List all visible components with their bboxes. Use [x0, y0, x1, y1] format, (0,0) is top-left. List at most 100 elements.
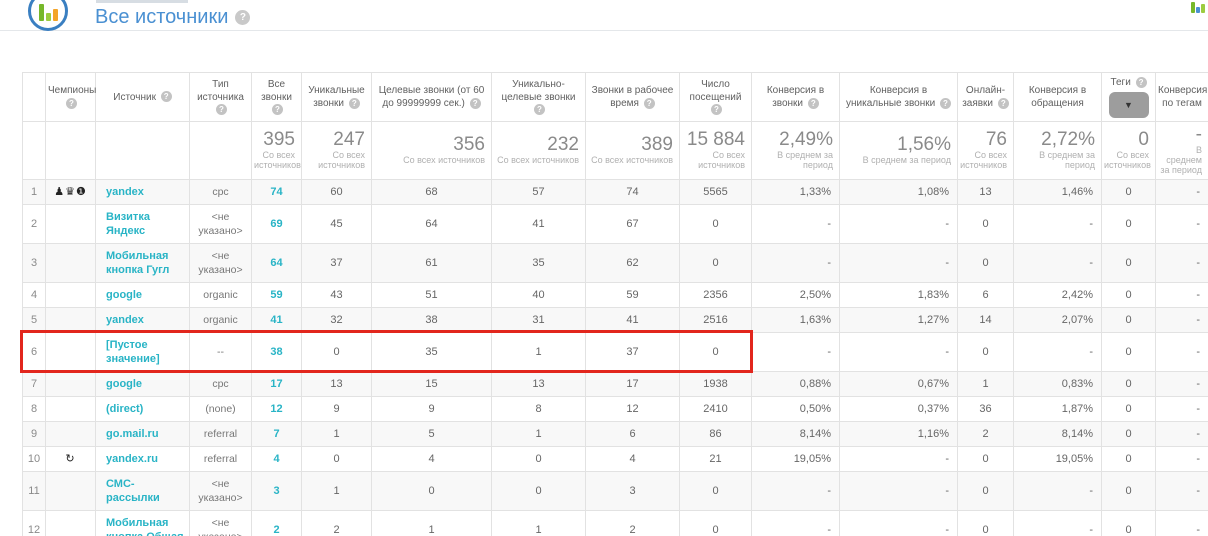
totals-cell: -В среднем за период — [1155, 121, 1208, 180]
sources-report-table: Чемпионы ? Источник ? Тип источника ? Все з… — [22, 72, 1208, 536]
all-calls-link[interactable]: 64 — [270, 257, 283, 269]
value-cell: 17 — [585, 371, 680, 397]
source-link[interactable]: google — [106, 289, 143, 301]
source-link[interactable]: Визитка Яндекс — [106, 211, 150, 237]
help-icon[interactable]: ? — [534, 104, 545, 116]
value-cell: 0 — [1101, 307, 1156, 333]
cup-icon[interactable]: ♛ — [65, 186, 76, 198]
column-header-источник[interactable]: Источник ? — [95, 72, 190, 122]
source-link[interactable]: yandex — [106, 186, 144, 198]
help-icon[interactable]: ? — [272, 104, 283, 116]
column-header-конверсия-в-звонки[interactable]: Конверсия в звонки ? — [751, 72, 840, 122]
source-cell: Визитка Яндекс — [95, 204, 190, 244]
source-link[interactable]: (direct) — [106, 403, 144, 415]
bell-icon[interactable]: ♟ — [54, 186, 66, 198]
column-header-уникальные-звонки[interactable]: Уникальные звонки ? — [301, 72, 372, 122]
logo-bar-orange — [52, 9, 58, 21]
source-link[interactable]: go.mail.ru — [106, 428, 159, 440]
help-icon[interactable]: ? — [997, 97, 1009, 109]
all-calls-link[interactable]: 2 — [273, 524, 280, 536]
value-cell: - — [1013, 243, 1102, 283]
value-cell: - — [1155, 396, 1208, 422]
source-link[interactable]: Мобильная кнопка Общая — [106, 517, 184, 536]
source-type-cell: referral — [189, 446, 252, 472]
value-cell: 0 — [957, 243, 1014, 283]
row-number: 4 — [22, 282, 46, 308]
all-calls-link[interactable]: 69 — [270, 218, 283, 230]
value-cell: 1 — [491, 421, 586, 447]
source-link[interactable]: yandex.ru — [106, 453, 158, 465]
column-header-чемпионы[interactable]: Чемпионы ? — [45, 72, 96, 122]
value-cell: 0 — [679, 204, 752, 244]
totals-cell: 0 Со всех источников — [1101, 121, 1156, 180]
source-type-cell: <не указано> — [189, 471, 252, 511]
value-cell: 0 — [1101, 421, 1156, 447]
value-cell: - — [839, 446, 958, 472]
help-icon[interactable]: ? — [348, 97, 360, 109]
all-calls-link[interactable]: 38 — [270, 346, 283, 358]
value-cell: 2,07% — [1013, 307, 1102, 333]
value-cell: 0,37% — [839, 396, 958, 422]
source-link[interactable]: google — [106, 378, 143, 390]
table-row: 10 ↻ yandex.ru referral 4 0 4 0 4 21 19,05% -0 19,05… — [22, 446, 1208, 472]
logo-bar-green-tall — [38, 4, 44, 21]
help-icon[interactable]: ? — [160, 91, 172, 103]
source-link[interactable]: yandex — [106, 314, 144, 326]
value-cell: 9 — [301, 396, 372, 422]
column-header-уникально-целевые-звонки[interactable]: Уникально-целевые звонки ? — [491, 72, 586, 122]
value-cell: - — [1155, 307, 1208, 333]
all-calls-link[interactable]: 59 — [270, 289, 283, 301]
help-icon[interactable]: ? — [66, 97, 77, 109]
refresh-icon[interactable]: ↻ — [65, 453, 76, 465]
source-link[interactable]: Мобильная кнопка Гугл — [106, 250, 170, 276]
column-header-конверсия-в-обращения[interactable]: Конверсия в обращения — [1013, 72, 1102, 122]
help-icon[interactable]: ? — [1135, 76, 1147, 88]
help-icon[interactable]: ? — [643, 97, 655, 109]
column-header-теги[interactable]: Теги ? ▼ — [1101, 72, 1156, 122]
column-header-число-посещений[interactable]: Число посещений ? — [679, 72, 752, 122]
value-cell: 2410 — [679, 396, 752, 422]
all-calls-link[interactable]: 4 — [273, 453, 280, 465]
all-calls-link[interactable]: 41 — [270, 314, 283, 326]
medal-one-icon[interactable]: ❶ — [75, 186, 87, 198]
column-header-звонки-в-рабочее-время[interactable]: Звонки в рабочее время ? — [585, 72, 680, 122]
column-header-конверсия-в-уникальные-звонки[interactable]: Конверсия в уникальные звонки ? — [839, 72, 958, 122]
extension-chart-icon[interactable] — [1191, 1, 1205, 13]
source-cell: yandex — [95, 179, 190, 205]
all-calls-link[interactable]: 7 — [273, 428, 280, 440]
help-icon[interactable]: ? — [939, 97, 951, 109]
help-icon[interactable]: ? — [469, 97, 481, 109]
source-type-cell: (none) — [189, 396, 252, 422]
source-link[interactable]: СМС-рассылки — [106, 478, 160, 504]
source-link[interactable]: [Пустое значение] — [106, 339, 160, 365]
help-icon[interactable]: ? — [711, 104, 722, 116]
value-cell: - — [751, 471, 840, 511]
all-calls-link[interactable]: 3 — [273, 485, 280, 497]
column-header-все-звонки[interactable]: Все звонки ? — [251, 72, 302, 122]
source-cell: СМС-рассылки — [95, 471, 190, 511]
value-cell: 1 — [301, 421, 372, 447]
column-header-целевые-звонки-от-60-до-99999999-сек-[interactable]: Целевые звонки (от 60 до 99999999 сек.) … — [371, 72, 492, 122]
value-cell: 0 — [1101, 471, 1156, 511]
help-icon[interactable]: ? — [807, 97, 819, 109]
all-calls-link[interactable]: 12 — [270, 403, 283, 415]
column-header-конверсия-по-тегам[interactable]: Конверсия по тегам — [1155, 72, 1208, 122]
all-calls-link[interactable]: 17 — [270, 378, 283, 390]
value-cell: - — [1155, 510, 1208, 536]
value-cell: 17 — [251, 371, 302, 397]
tags-filter-dropdown-button[interactable]: ▼ — [1108, 92, 1149, 118]
column-header-тип-источника[interactable]: Тип источника ? — [189, 72, 252, 122]
value-cell: 13 — [957, 179, 1014, 205]
all-calls-link[interactable]: 74 — [270, 186, 283, 198]
source-cell: Мобильная кнопка Гугл — [95, 243, 190, 283]
value-cell: 0 — [957, 510, 1014, 536]
source-cell: google — [95, 371, 190, 397]
champions-cell — [45, 282, 96, 308]
champions-cell — [45, 396, 96, 422]
column-header-онлайн-заявки[interactable]: Онлайн-заявки ? — [957, 72, 1014, 122]
title-help-icon[interactable]: ? — [235, 10, 251, 25]
help-icon[interactable]: ? — [216, 104, 227, 116]
value-cell: 0,83% — [1013, 371, 1102, 397]
page-header: Все источники ? — [0, 0, 1208, 31]
